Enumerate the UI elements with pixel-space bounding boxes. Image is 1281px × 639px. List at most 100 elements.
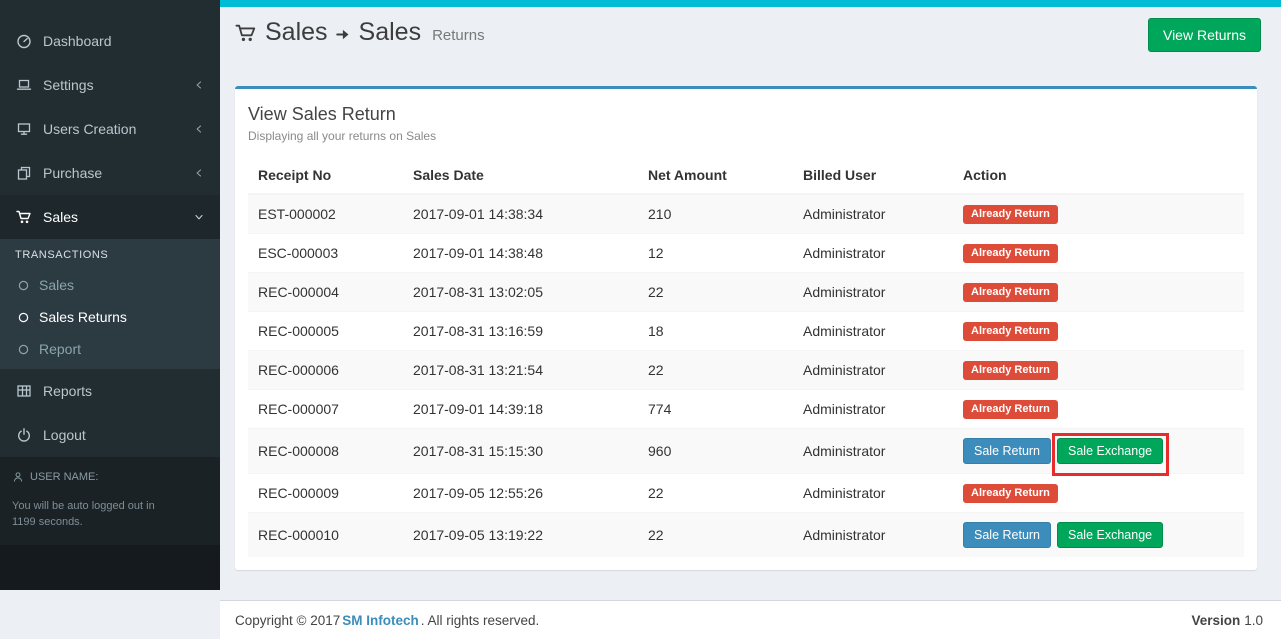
cell-sales-date: 2017-08-31 13:16:59 [403, 311, 638, 351]
already-return-badge: Already Return [963, 322, 1058, 341]
sidebar-item-label: Reports [43, 383, 93, 399]
table-row: REC-000004 2017-08-31 13:02:05 22 Administr… [248, 272, 1244, 312]
cell-billed-user: Administrator [793, 350, 953, 390]
sidebar-subitem-sales-returns[interactable]: Sales Returns [0, 301, 220, 333]
sidebar-subitem-label: Sales [39, 277, 75, 293]
circle-icon [16, 344, 30, 355]
cell-action: Already Return [953, 272, 1244, 312]
sidebar-item-logout[interactable]: Logout [0, 413, 220, 457]
sidebar-subitem-label: Sales Returns [39, 309, 127, 325]
chevron-left-icon [193, 123, 205, 135]
sales-return-table-body: EST-000002 2017-09-01 14:38:34 210 Administ… [248, 193, 1244, 557]
desktop-icon [15, 121, 33, 137]
sidebar-item-reports[interactable]: Reports [0, 369, 220, 413]
sidebar-column: Dashboard Settings Users Creation [0, 0, 220, 639]
sidebar-subitem-report[interactable]: Report [0, 333, 220, 365]
breadcrumb-sub: Returns [432, 26, 485, 44]
brand-link[interactable]: SM Infotech [342, 612, 419, 628]
column-header-action: Action [953, 157, 1244, 195]
cell-action: Already Return [953, 233, 1244, 273]
already-return-badge: Already Return [963, 244, 1058, 263]
copy-icon [15, 165, 33, 181]
view-returns-button[interactable]: View Returns [1147, 18, 1261, 52]
cell-action: Already Return [953, 473, 1244, 513]
cell-action: Already Return [953, 350, 1244, 390]
cell-action: Sale Return Sale Exchange [953, 428, 1244, 476]
sales-return-table: Receipt No Sales Date Net Amount Billed … [248, 157, 1244, 557]
column-header-receipt-no: Receipt No [248, 157, 403, 195]
cell-sales-date: 2017-09-05 12:55:26 [403, 473, 638, 513]
submenu-header: TRANSACTIONS [15, 249, 109, 261]
sale-exchange-button[interactable]: Sale Exchange [1057, 438, 1164, 464]
column-header-billed-user: Billed User [793, 157, 953, 195]
sale-exchange-button[interactable]: Sale Exchange [1057, 522, 1164, 548]
sidebar-item-label: Users Creation [43, 121, 137, 137]
card-subtitle: Displaying all your returns on Sales [248, 129, 437, 143]
table-row: ESC-000003 2017-09-01 14:38:48 12 Administr… [248, 233, 1244, 273]
sale-return-button[interactable]: Sale Return [963, 438, 1052, 464]
table-row: REC-000005 2017-08-31 13:16:59 18 Administr… [248, 311, 1244, 351]
already-return-badge: Already Return [963, 361, 1058, 380]
user-name-row: USER NAME: [12, 471, 208, 483]
table-header-row: Receipt No Sales Date Net Amount Billed … [248, 157, 1244, 195]
cell-net-amount: 18 [638, 311, 793, 351]
user-icon [12, 471, 24, 483]
breadcrumb-current: Sales [358, 18, 422, 46]
sales-return-card: View Sales Return Displaying all your re… [235, 86, 1257, 570]
chevron-left-icon [193, 167, 205, 179]
table-row: REC-000008 2017-08-31 15:15:30 960 Administ… [248, 428, 1244, 476]
power-icon [15, 427, 33, 443]
sale-return-button[interactable]: Sale Return [963, 522, 1052, 548]
cell-billed-user: Administrator [793, 233, 953, 273]
content-area: Sales Sales Returns View Returns View Sa… [220, 0, 1281, 600]
top-accent-bar [220, 0, 1281, 7]
cell-sales-date: 2017-09-05 13:19:22 [403, 512, 638, 557]
cell-billed-user: Administrator [793, 473, 953, 513]
already-return-badge: Already Return [963, 484, 1058, 503]
column-header-net-amount: Net Amount [638, 157, 793, 195]
chevron-left-icon [193, 79, 205, 91]
cell-sales-date: 2017-09-01 14:39:18 [403, 389, 638, 429]
arrow-right-icon [335, 24, 351, 42]
cell-billed-user: Administrator [793, 311, 953, 351]
auto-logout-note: You will be auto logged out in 1199 seco… [12, 500, 155, 528]
sidebar-bottom-block [0, 545, 220, 590]
cell-net-amount: 22 [638, 512, 793, 557]
already-return-badge: Already Return [963, 283, 1058, 302]
sidebar-item-sales[interactable]: Sales [0, 195, 220, 239]
cell-receipt-no: REC-000005 [248, 311, 403, 351]
cart-icon [235, 22, 257, 44]
cell-sales-date: 2017-08-31 15:15:30 [403, 428, 638, 474]
sidebar-item-settings[interactable]: Settings [0, 63, 220, 107]
already-return-badge: Already Return [963, 400, 1058, 419]
table-row: REC-000006 2017-08-31 13:21:54 22 Administr… [248, 350, 1244, 390]
cell-receipt-no: REC-000010 [248, 512, 403, 557]
page-title: Sales Sales Returns [235, 18, 485, 47]
sidebar-item-label: Settings [43, 77, 94, 93]
cell-sales-date: 2017-08-31 13:21:54 [403, 350, 638, 390]
cell-billed-user: Administrator [793, 389, 953, 429]
cell-sales-date: 2017-08-31 13:02:05 [403, 272, 638, 312]
cell-billed-user: Administrator [793, 428, 953, 474]
cell-receipt-no: REC-000007 [248, 389, 403, 429]
cell-receipt-no: REC-000008 [248, 428, 403, 474]
cart-icon [15, 209, 33, 225]
cell-billed-user: Administrator [793, 512, 953, 557]
breadcrumb-primary: Sales [265, 18, 328, 46]
cell-receipt-no: EST-000002 [248, 193, 403, 234]
sidebar-subitem-sales[interactable]: Sales [0, 269, 220, 301]
cell-action: Already Return [953, 193, 1244, 234]
sidebar-item-dashboard[interactable]: Dashboard [0, 19, 220, 63]
card-title: View Sales Return [248, 104, 396, 124]
table-row: EST-000002 2017-09-01 14:38:34 210 Administ… [248, 193, 1244, 234]
copyright-prefix: Copyright © 2017 [235, 612, 341, 628]
sidebar-item-users-creation[interactable]: Users Creation [0, 107, 220, 151]
cell-net-amount: 774 [638, 389, 793, 429]
cell-net-amount: 22 [638, 350, 793, 390]
version-label: Version [1191, 612, 1241, 628]
sidebar-item-purchase[interactable]: Purchase [0, 151, 220, 195]
cell-billed-user: Administrator [793, 193, 953, 234]
cell-net-amount: 960 [638, 428, 793, 474]
cell-billed-user: Administrator [793, 272, 953, 312]
